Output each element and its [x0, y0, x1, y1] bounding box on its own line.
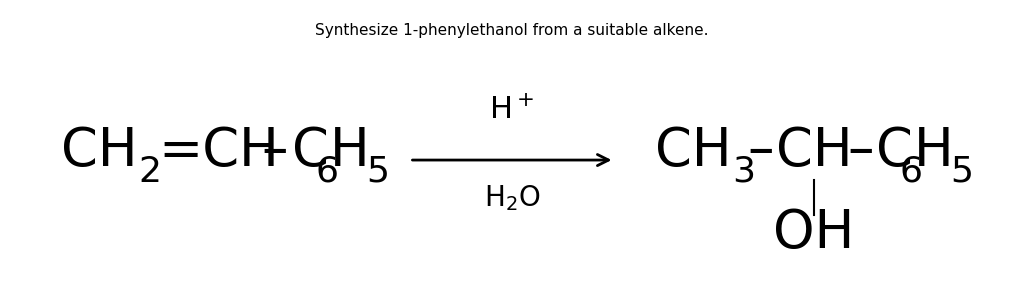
- Text: H$^+$: H$^+$: [489, 96, 535, 125]
- Text: 5: 5: [367, 155, 389, 189]
- Text: 3: 3: [732, 155, 755, 189]
- Text: H: H: [330, 125, 370, 177]
- Text: CH: CH: [61, 125, 138, 177]
- Text: H$_2$O: H$_2$O: [483, 183, 541, 213]
- Text: 6: 6: [315, 155, 338, 189]
- Text: –: –: [848, 125, 874, 177]
- Text: C: C: [292, 125, 329, 177]
- Text: C: C: [876, 125, 912, 177]
- Text: CH: CH: [655, 125, 732, 177]
- Text: 2: 2: [138, 155, 161, 189]
- Text: =CH: =CH: [159, 125, 280, 177]
- Text: Synthesize 1-phenylethanol from a suitable alkene.: Synthesize 1-phenylethanol from a suitab…: [315, 23, 709, 38]
- Text: –: –: [748, 125, 774, 177]
- Text: 5: 5: [950, 155, 973, 189]
- Text: CH: CH: [776, 125, 853, 177]
- Text: 6: 6: [899, 155, 922, 189]
- Text: OH: OH: [773, 207, 855, 259]
- Text: –: –: [261, 125, 288, 177]
- Text: H: H: [913, 125, 953, 177]
